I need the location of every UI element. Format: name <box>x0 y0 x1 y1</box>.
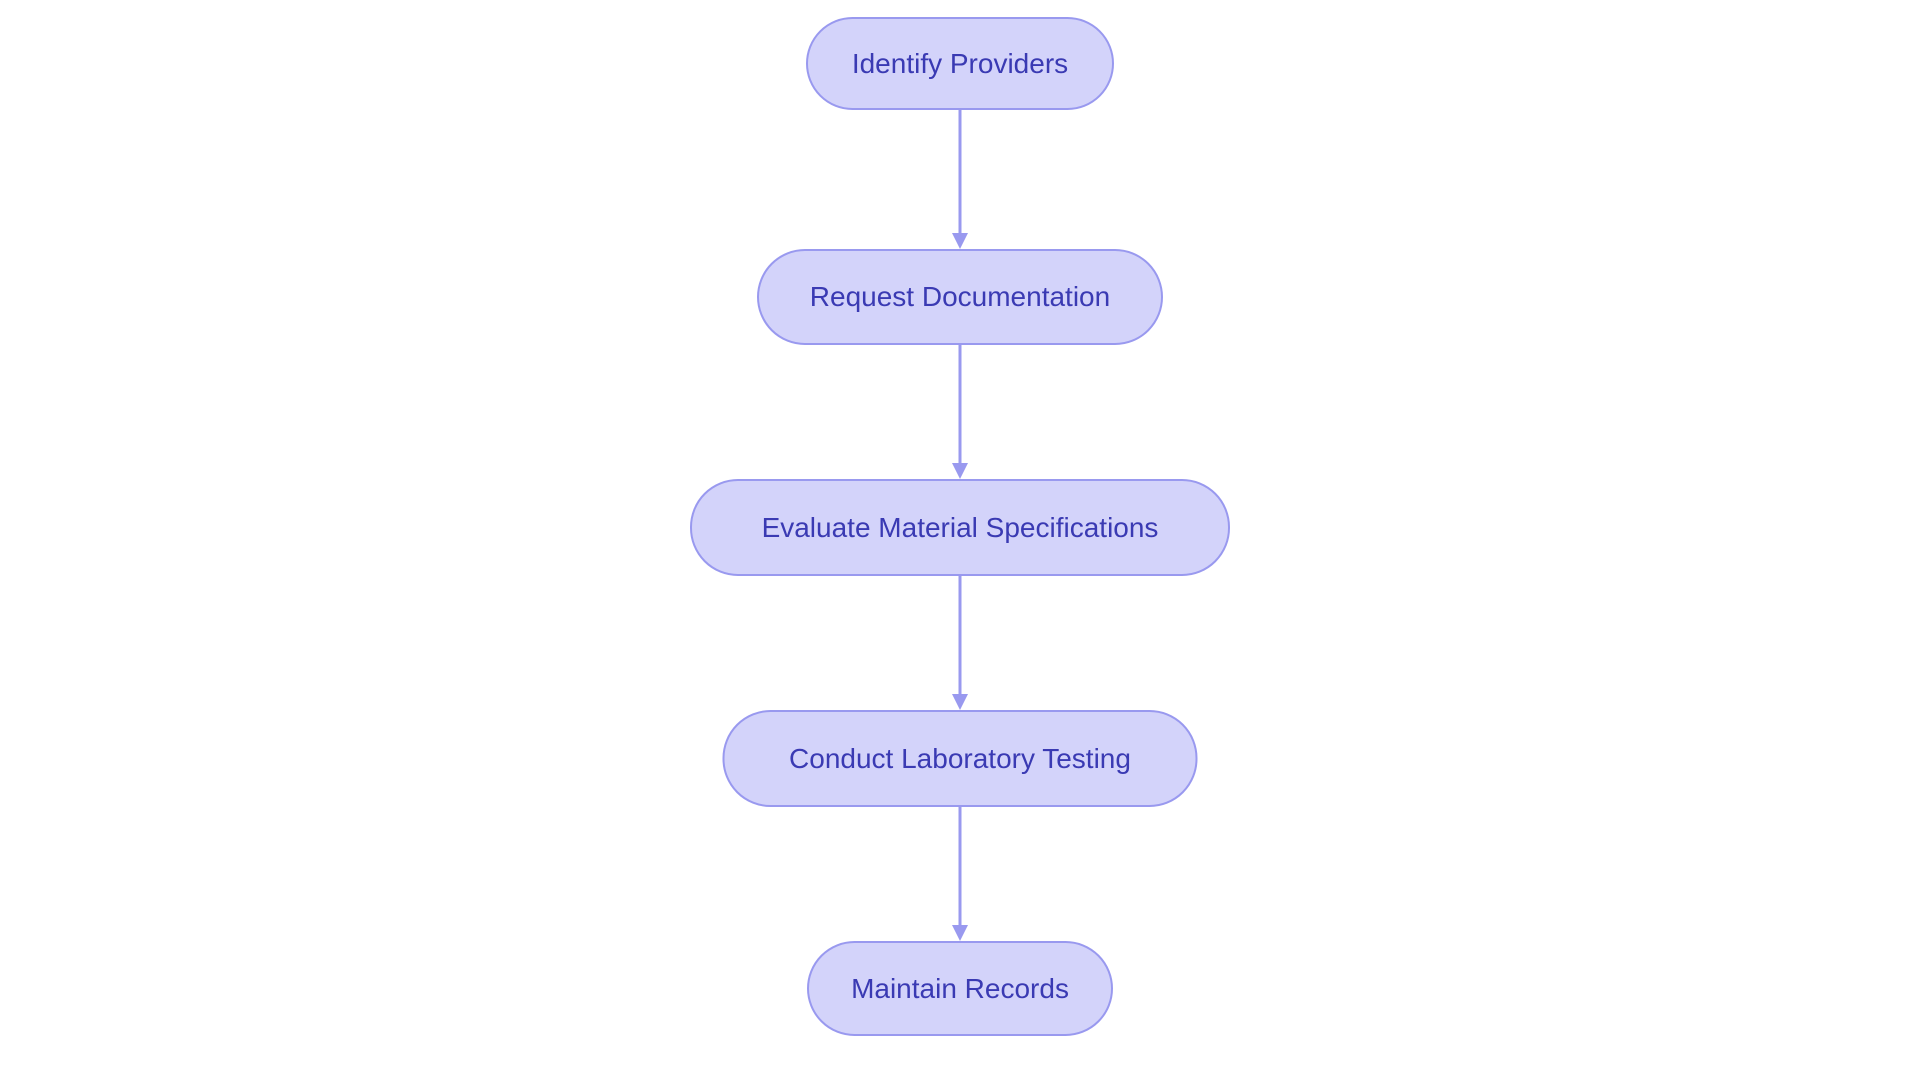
flowchart-arrow <box>948 110 972 249</box>
flowchart-arrow <box>948 576 972 710</box>
flowchart-node: Maintain Records <box>807 941 1113 1036</box>
flowchart-container: Identify Providers Request Documentation… <box>0 0 1920 1083</box>
flowchart-arrow <box>948 807 972 941</box>
flowchart-node: Evaluate Material Specifications <box>690 479 1230 576</box>
node-label: Conduct Laboratory Testing <box>789 743 1131 775</box>
flowchart-node: Identify Providers <box>806 17 1114 110</box>
node-label: Identify Providers <box>852 48 1068 80</box>
node-label: Evaluate Material Specifications <box>762 512 1159 544</box>
node-label: Request Documentation <box>810 281 1110 313</box>
flowchart-node: Conduct Laboratory Testing <box>723 710 1198 807</box>
node-label: Maintain Records <box>851 973 1069 1005</box>
flowchart-arrow <box>948 345 972 479</box>
flowchart-node: Request Documentation <box>757 249 1163 345</box>
